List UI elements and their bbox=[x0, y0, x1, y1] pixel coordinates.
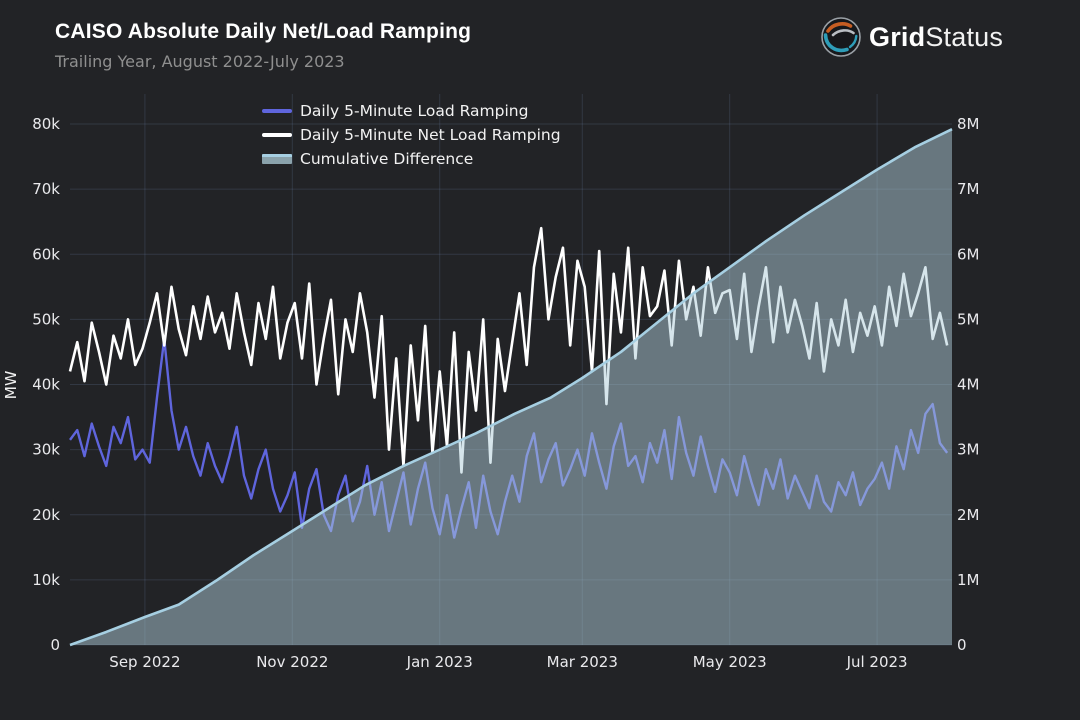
y-right-tick-label: 8M bbox=[957, 115, 980, 133]
legend-swatch-load-line bbox=[262, 109, 292, 113]
y-left-tick-label: 70k bbox=[32, 180, 60, 198]
legend-label: Daily 5-Minute Net Load Ramping bbox=[300, 126, 561, 144]
y-left-tick-label: 40k bbox=[32, 376, 60, 394]
legend-swatch-net-load-line bbox=[262, 133, 292, 137]
gridstatus-logo: GridStatus bbox=[820, 15, 1003, 59]
y-left-tick-label: 50k bbox=[32, 310, 60, 328]
legend-item-cumulative-difference[interactable]: Cumulative Difference bbox=[262, 149, 561, 169]
page-title: CAISO Absolute Daily Net/Load Ramping bbox=[55, 20, 472, 43]
series-cumulative-difference-area bbox=[70, 129, 952, 645]
page-subtitle: Trailing Year, August 2022-July 2023 bbox=[55, 52, 345, 71]
logo-text-bold: Grid bbox=[869, 21, 926, 52]
legend-label: Daily 5-Minute Load Ramping bbox=[300, 102, 529, 120]
y-left-tick-label: 60k bbox=[32, 245, 60, 263]
y-right-tick-label: 6M bbox=[957, 245, 980, 263]
y-left-tick-label: 30k bbox=[32, 441, 60, 459]
legend-item-net-load-ramping[interactable]: Daily 5-Minute Net Load Ramping bbox=[262, 125, 561, 145]
y-left-tick-label: 10k bbox=[32, 571, 60, 589]
y-right-tick-label: 4M bbox=[957, 376, 980, 394]
x-tick-label: Jul 2023 bbox=[846, 653, 908, 671]
x-tick-label: Nov 2022 bbox=[256, 653, 328, 671]
y-right-tick-label: 5M bbox=[957, 310, 980, 328]
y-left-tick-label: 80k bbox=[32, 115, 60, 133]
legend-item-load-ramping[interactable]: Daily 5-Minute Load Ramping bbox=[262, 101, 561, 121]
y-right-tick-label: 0 bbox=[957, 636, 967, 654]
legend-label: Cumulative Difference bbox=[300, 150, 474, 168]
y-right-tick-label: 3M bbox=[957, 441, 980, 459]
y-right-tick-label: 1M bbox=[957, 571, 980, 589]
x-tick-label: Sep 2022 bbox=[109, 653, 180, 671]
x-tick-label: Mar 2023 bbox=[547, 653, 618, 671]
logo-text: GridStatus bbox=[869, 22, 1003, 53]
y-left-tick-label: 0 bbox=[50, 636, 60, 654]
logo-globe-icon bbox=[821, 17, 861, 57]
y-right-tick-label: 7M bbox=[957, 180, 980, 198]
logo-text-light: Status bbox=[925, 21, 1004, 52]
series-cumulative-difference-edge bbox=[69, 128, 953, 647]
x-tick-label: May 2023 bbox=[693, 653, 767, 671]
y-left-tick-label: 20k bbox=[32, 506, 60, 524]
y-axis-title: MW bbox=[2, 371, 20, 400]
chart-legend: Daily 5-Minute Load Ramping Daily 5-Minu… bbox=[262, 101, 561, 169]
y-right-tick-label: 2M bbox=[957, 506, 980, 524]
x-tick-label: Jan 2023 bbox=[406, 653, 473, 671]
legend-swatch-cumulative-area bbox=[262, 154, 292, 164]
